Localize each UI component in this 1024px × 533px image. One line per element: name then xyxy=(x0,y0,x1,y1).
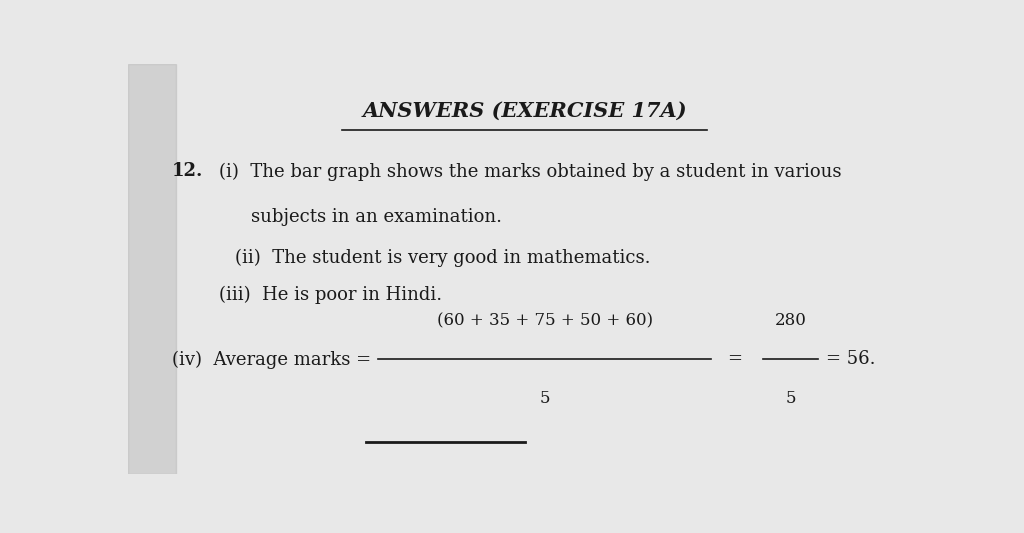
Text: ANSWERS (EXERCISE 17A): ANSWERS (EXERCISE 17A) xyxy=(362,101,687,121)
Text: (i)  The bar graph shows the marks obtained by a student in various: (i) The bar graph shows the marks obtain… xyxy=(219,163,842,181)
Text: 12.: 12. xyxy=(172,163,203,181)
Bar xyxy=(128,64,176,474)
Text: (60 + 35 + 75 + 50 + 60): (60 + 35 + 75 + 50 + 60) xyxy=(436,312,652,329)
Text: (iii)  He is poor in Hindi.: (iii) He is poor in Hindi. xyxy=(219,286,442,304)
Text: = 56.: = 56. xyxy=(826,351,876,368)
Text: 280: 280 xyxy=(775,312,807,329)
Text: subjects in an examination.: subjects in an examination. xyxy=(251,207,502,225)
Text: =: = xyxy=(727,351,742,368)
Text: 5: 5 xyxy=(785,390,796,407)
Text: (ii)  The student is very good in mathematics.: (ii) The student is very good in mathema… xyxy=(236,248,650,267)
Text: (iv)  Average marks =: (iv) Average marks = xyxy=(172,350,371,369)
Text: 5: 5 xyxy=(540,390,550,407)
